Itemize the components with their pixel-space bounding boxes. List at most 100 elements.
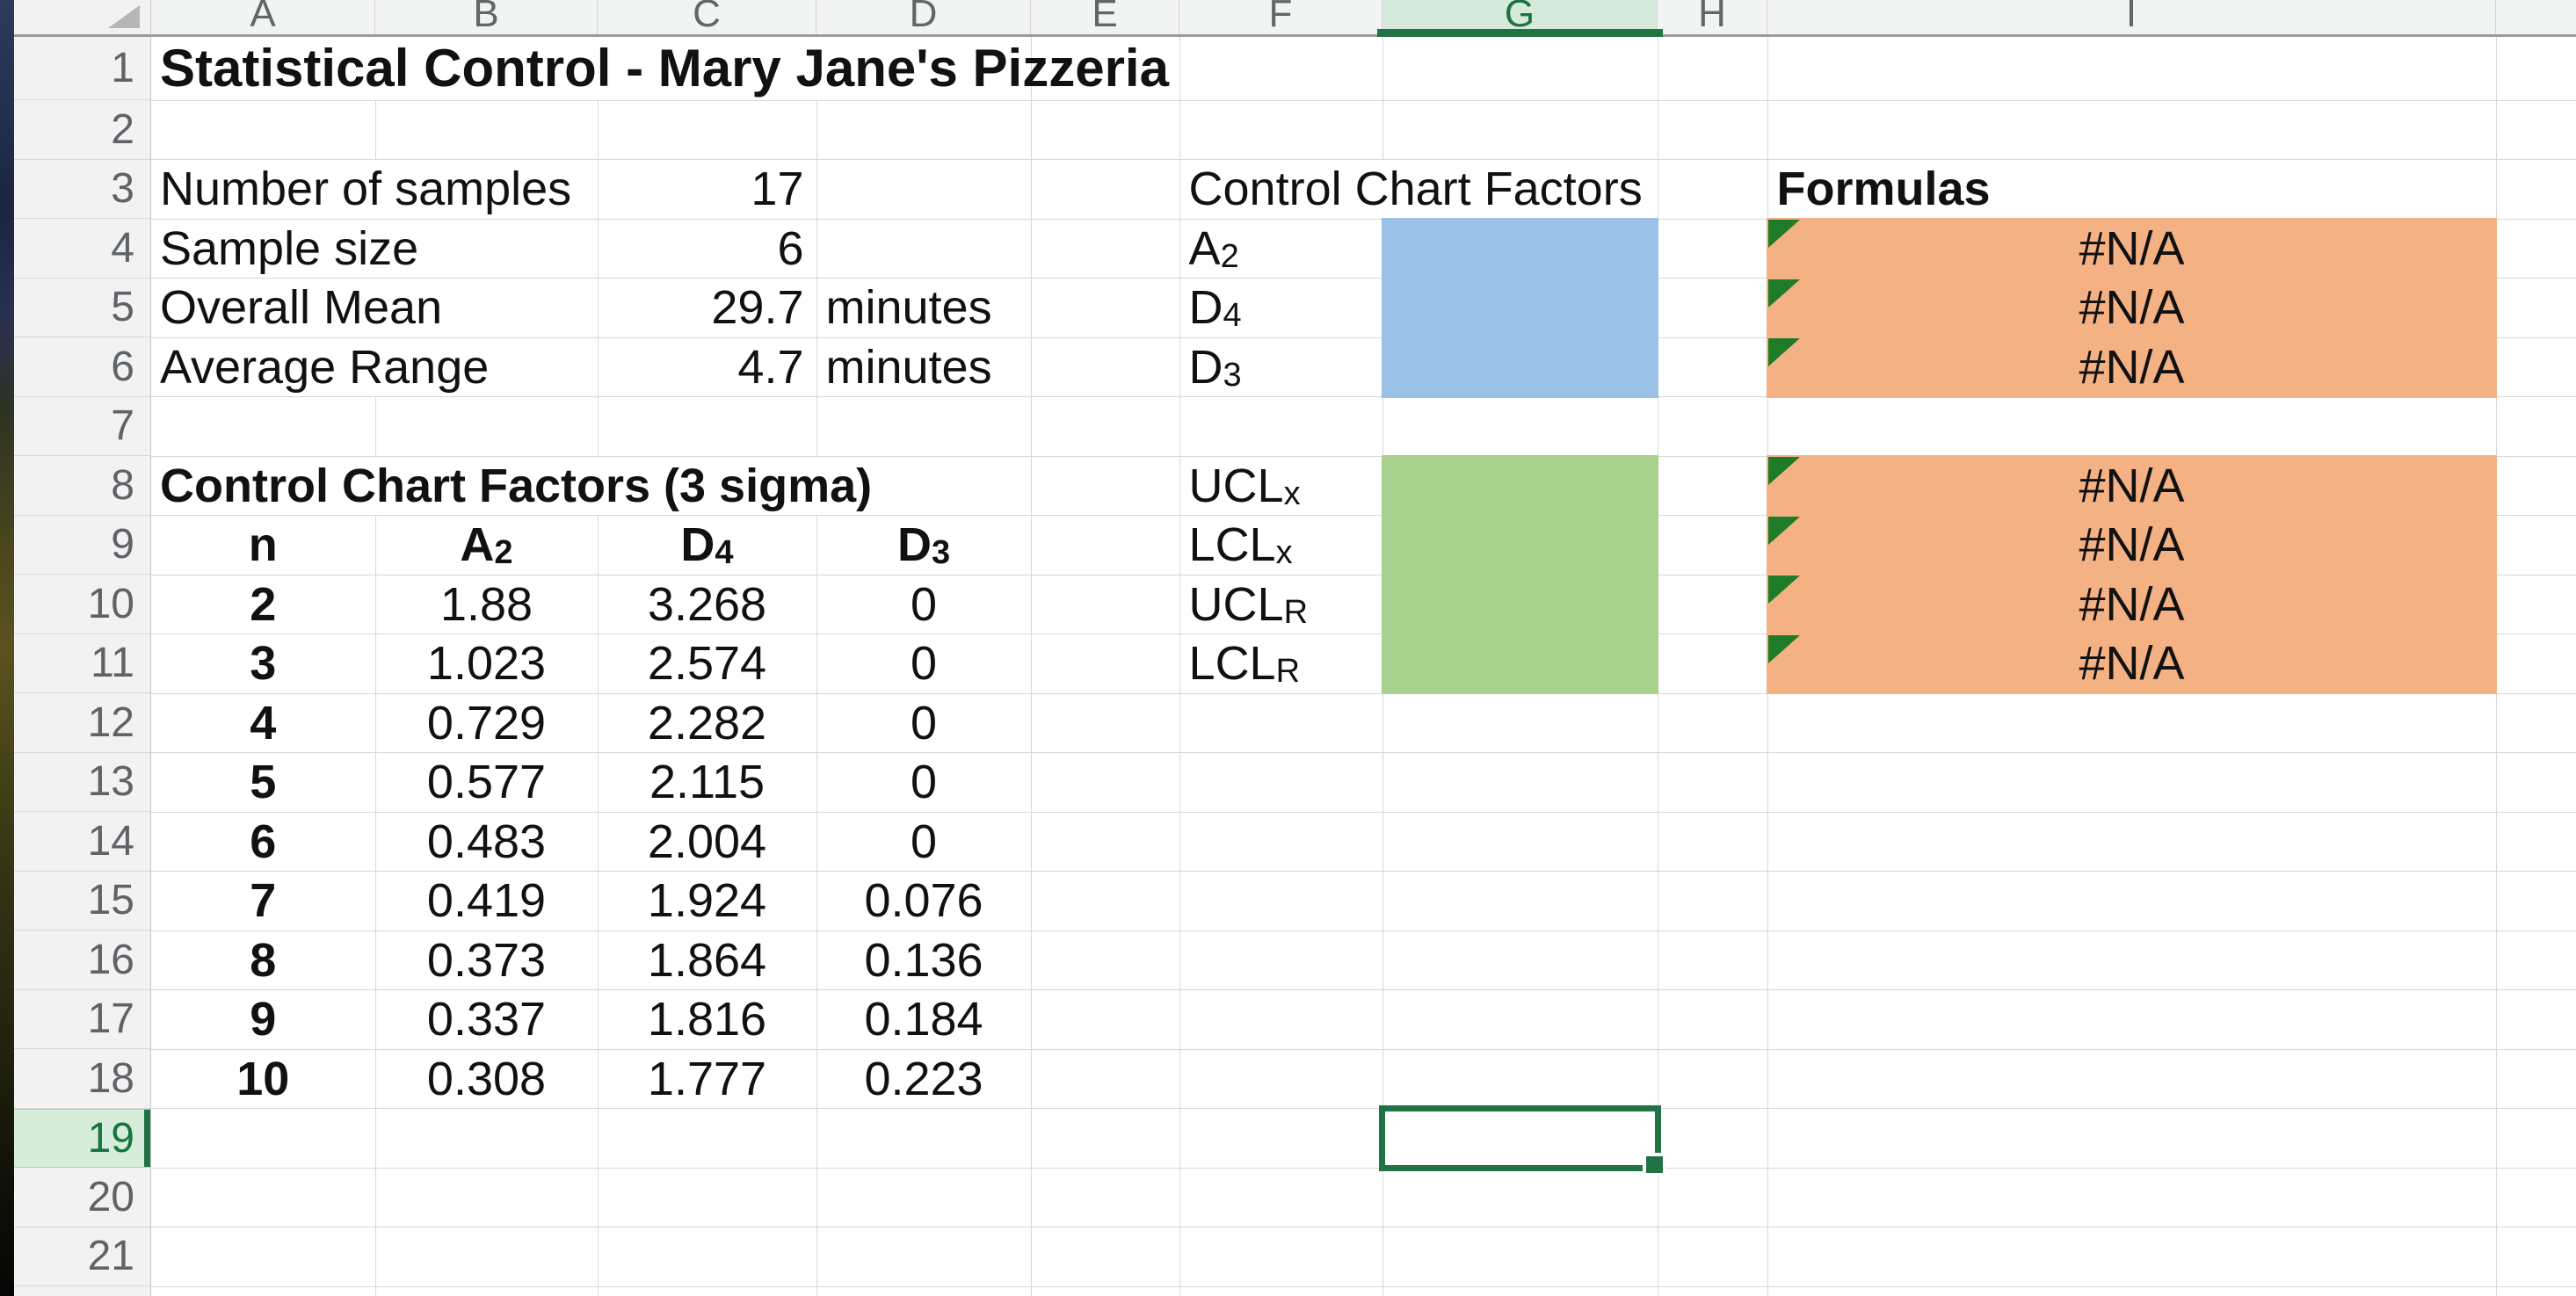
cell[interactable] bbox=[151, 1227, 376, 1287]
cell[interactable] bbox=[1179, 752, 1383, 813]
cell-a2[interactable]: 1.88 bbox=[375, 575, 599, 634]
cell-a2[interactable]: 0.483 bbox=[375, 812, 599, 872]
cell[interactable] bbox=[1767, 37, 2497, 101]
cell[interactable] bbox=[1658, 752, 1768, 813]
cell[interactable] bbox=[1031, 812, 1180, 872]
cell[interactable] bbox=[1382, 752, 1658, 813]
cell[interactable] bbox=[2496, 456, 2576, 516]
row-header-12[interactable]: 12 bbox=[14, 693, 150, 753]
cell[interactable] bbox=[1382, 812, 1658, 872]
cell[interactable] bbox=[1031, 100, 1180, 160]
cell[interactable] bbox=[1382, 396, 1658, 457]
row-header-18[interactable]: 18 bbox=[14, 1049, 150, 1109]
result-cell-green[interactable] bbox=[1382, 633, 1659, 694]
cell[interactable] bbox=[1179, 1108, 1383, 1169]
cell-a2[interactable]: 0.419 bbox=[375, 871, 599, 931]
row-header-15[interactable]: 15 bbox=[14, 872, 150, 930]
cell-d3[interactable]: 0 bbox=[816, 752, 1032, 813]
cell[interactable] bbox=[1658, 396, 1768, 457]
cell-d3[interactable]: 0.136 bbox=[816, 930, 1032, 990]
cell-a2[interactable]: 0.577 bbox=[375, 752, 599, 813]
cell-n[interactable]: 10 bbox=[151, 1049, 376, 1109]
cell[interactable] bbox=[1658, 37, 1768, 101]
column-header-D[interactable]: D bbox=[816, 0, 1031, 34]
cell[interactable] bbox=[1658, 1108, 1768, 1169]
cell-summary-label[interactable]: Sample size bbox=[151, 219, 599, 279]
cell[interactable] bbox=[1767, 100, 2497, 160]
row-header-7[interactable]: 7 bbox=[14, 397, 150, 456]
cell[interactable] bbox=[1382, 1168, 1658, 1227]
cell[interactable] bbox=[1658, 1286, 1768, 1296]
cell[interactable] bbox=[816, 1108, 1032, 1169]
cell[interactable] bbox=[1658, 812, 1768, 872]
cell[interactable] bbox=[1031, 752, 1180, 813]
cell-limit-ref[interactable]: LCLx bbox=[1179, 515, 1383, 576]
cell-d4[interactable]: 1.864 bbox=[598, 930, 817, 990]
cell[interactable] bbox=[1382, 1227, 1658, 1287]
result-cell-green[interactable] bbox=[1382, 574, 1659, 635]
cell-a2[interactable]: 0.729 bbox=[375, 693, 599, 753]
cell[interactable] bbox=[598, 100, 817, 160]
cell[interactable] bbox=[1031, 396, 1180, 457]
row-header-3[interactable]: 3 bbox=[14, 160, 150, 219]
row-header-5[interactable]: 5 bbox=[14, 279, 150, 337]
cell-factor-ref[interactable]: D3 bbox=[1179, 337, 1383, 397]
cell[interactable] bbox=[1031, 1168, 1180, 1227]
cell-d4[interactable]: 2.574 bbox=[598, 634, 817, 694]
cell[interactable] bbox=[1658, 515, 1768, 576]
cell[interactable] bbox=[2496, 1286, 2576, 1296]
cell[interactable] bbox=[375, 1108, 599, 1169]
cell-d3[interactable]: 0 bbox=[816, 634, 1032, 694]
cell-limit-ref[interactable]: UCLx bbox=[1179, 456, 1383, 516]
cell-d3[interactable]: 0 bbox=[816, 575, 1032, 634]
cell[interactable] bbox=[2496, 278, 2576, 338]
cell[interactable] bbox=[598, 396, 817, 457]
cell[interactable] bbox=[1767, 1286, 2497, 1296]
cell[interactable] bbox=[1031, 159, 1180, 220]
formula-cell[interactable]: #N/A bbox=[1767, 574, 2498, 635]
cell-formulas-label[interactable]: Formulas bbox=[1767, 159, 2497, 220]
cell-d4[interactable]: 1.924 bbox=[598, 871, 817, 931]
cell[interactable] bbox=[1382, 100, 1658, 160]
cell-d4[interactable]: 1.816 bbox=[598, 989, 817, 1050]
cell[interactable] bbox=[1031, 219, 1180, 279]
cell-n[interactable]: 4 bbox=[151, 693, 376, 753]
cell[interactable] bbox=[816, 1168, 1032, 1227]
row-header-4[interactable]: 4 bbox=[14, 219, 150, 279]
cell[interactable] bbox=[1179, 396, 1383, 457]
cell[interactable] bbox=[1767, 989, 2497, 1050]
cell-summary-label[interactable]: Number of samples bbox=[151, 159, 599, 220]
select-all-corner[interactable] bbox=[14, 0, 151, 37]
cell-d3[interactable]: 0 bbox=[816, 693, 1032, 753]
cell[interactable] bbox=[1031, 1108, 1180, 1169]
cell-d4[interactable]: 2.282 bbox=[598, 693, 817, 753]
cell[interactable] bbox=[1658, 871, 1768, 931]
cell-factors-header-a2[interactable]: A2 bbox=[375, 515, 599, 576]
cell[interactable] bbox=[375, 1168, 599, 1227]
cell[interactable] bbox=[816, 100, 1032, 160]
row-header-1[interactable]: 1 bbox=[14, 37, 150, 100]
cell[interactable] bbox=[151, 1286, 376, 1296]
cell-n[interactable]: 8 bbox=[151, 930, 376, 990]
cell[interactable] bbox=[816, 396, 1032, 457]
cell[interactable] bbox=[1658, 1227, 1768, 1287]
cell-n[interactable]: 9 bbox=[151, 989, 376, 1050]
cell-factor-ref[interactable]: D4 bbox=[1179, 278, 1383, 338]
input-cell-blue[interactable] bbox=[1382, 337, 1659, 398]
cell[interactable] bbox=[1767, 1227, 2497, 1287]
cell[interactable] bbox=[598, 1168, 817, 1227]
cell[interactable] bbox=[2496, 1108, 2576, 1169]
row-header-2[interactable]: 2 bbox=[14, 100, 150, 160]
cell[interactable] bbox=[1031, 634, 1180, 694]
cell-factor-ref[interactable]: A2 bbox=[1179, 219, 1383, 279]
cell[interactable] bbox=[1658, 1168, 1768, 1227]
cell[interactable] bbox=[375, 100, 599, 160]
cell[interactable] bbox=[1767, 693, 2497, 753]
cell[interactable] bbox=[1382, 989, 1658, 1050]
cell[interactable] bbox=[2496, 1049, 2576, 1109]
cell[interactable] bbox=[1179, 930, 1383, 990]
cell[interactable] bbox=[1031, 37, 1180, 101]
column-header-A[interactable]: A bbox=[151, 0, 375, 34]
cell[interactable] bbox=[1658, 693, 1768, 753]
cell-summary-unit[interactable] bbox=[816, 159, 1032, 220]
